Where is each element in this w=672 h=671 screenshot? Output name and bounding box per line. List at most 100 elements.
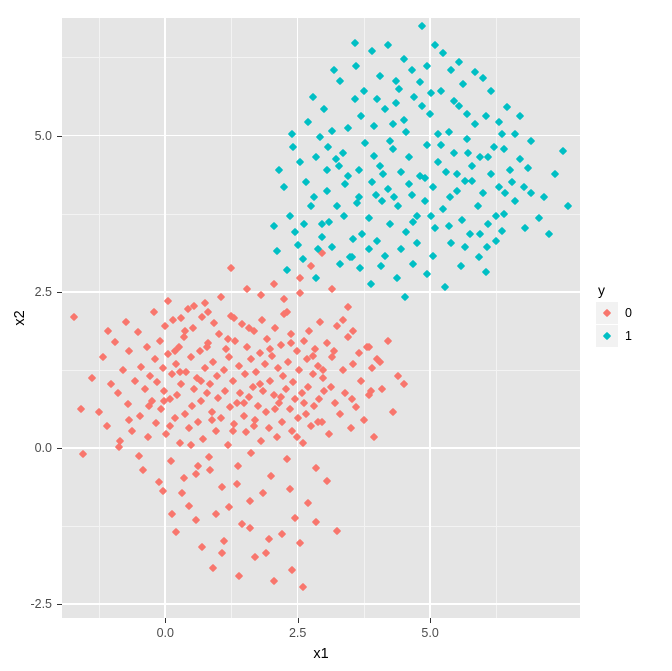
legend-item-0[interactable]: 0	[596, 302, 632, 324]
data-point-1	[361, 138, 370, 148]
data-point-0	[256, 436, 265, 445]
data-point-0	[179, 473, 189, 483]
data-point-0	[359, 415, 369, 425]
data-point-0	[102, 421, 112, 431]
data-point-1	[327, 242, 337, 251]
data-point-0	[188, 323, 198, 333]
data-point-1	[454, 57, 464, 66]
data-point-1	[539, 192, 549, 201]
data-point-0	[335, 409, 345, 418]
data-point-1	[550, 170, 559, 179]
data-point-0	[299, 398, 309, 408]
data-point-1	[351, 61, 361, 70]
data-point-0	[322, 476, 332, 485]
gridline-minor-vertical	[363, 18, 365, 618]
data-point-0	[133, 328, 142, 337]
data-point-0	[234, 461, 243, 470]
data-point-1	[407, 190, 416, 200]
data-point-1	[329, 65, 338, 75]
data-point-1	[486, 86, 496, 95]
data-point-0	[388, 407, 398, 416]
data-point-1	[372, 95, 382, 104]
data-point-0	[269, 576, 279, 585]
data-point-1	[470, 120, 480, 129]
data-point-0	[349, 326, 358, 335]
data-point-1	[298, 255, 308, 264]
data-point-1	[272, 246, 281, 256]
data-point-0	[261, 407, 271, 416]
data-point-0	[333, 321, 342, 331]
data-point-1	[492, 236, 501, 245]
gridline-minor-vertical	[99, 18, 100, 618]
data-point-1	[396, 245, 406, 254]
x-axis-tick-label: 0.0	[156, 626, 174, 640]
data-point-0	[235, 361, 244, 370]
data-point-1	[349, 234, 358, 243]
data-point-1	[483, 242, 492, 251]
data-point-1	[441, 167, 451, 176]
data-point-1	[407, 65, 416, 75]
data-point-0	[121, 317, 130, 326]
data-point-1	[301, 178, 310, 187]
data-point-1	[404, 153, 414, 162]
data-point-1	[478, 188, 488, 198]
data-point-1	[452, 186, 461, 195]
data-point-1	[417, 101, 427, 110]
plot-panel	[62, 18, 580, 618]
data-point-1	[502, 103, 512, 112]
data-point-1	[478, 73, 488, 83]
data-point-1	[375, 71, 385, 81]
data-point-0	[225, 403, 235, 412]
data-point-0	[370, 432, 379, 441]
data-point-0	[190, 301, 199, 310]
data-point-1	[431, 223, 440, 233]
data-point-1	[383, 40, 392, 50]
gridline-major-vertical	[296, 18, 299, 618]
data-point-0	[311, 463, 321, 473]
data-point-0	[202, 388, 211, 398]
data-point-0	[155, 336, 165, 345]
data-point-0	[394, 371, 403, 381]
data-point-0	[272, 432, 281, 441]
data-point-1	[359, 86, 369, 95]
data-point-1	[380, 251, 390, 260]
data-point-1	[500, 145, 509, 154]
data-point-1	[447, 65, 456, 75]
data-point-0	[154, 478, 164, 487]
data-point-0	[239, 411, 248, 420]
data-point-1	[274, 165, 284, 175]
data-point-1	[309, 192, 318, 201]
gridline-major-vertical	[429, 18, 431, 618]
data-point-1	[327, 126, 337, 135]
data-point-1	[458, 80, 468, 89]
data-point-1	[484, 153, 493, 162]
data-point-0	[208, 357, 218, 366]
data-point-1	[412, 238, 422, 248]
data-point-1	[341, 180, 350, 189]
data-point-1	[299, 220, 309, 229]
data-point-0	[207, 415, 217, 425]
data-point-1	[481, 267, 490, 276]
data-point-0	[186, 353, 195, 362]
data-point-0	[177, 488, 187, 498]
data-point-1	[388, 145, 398, 154]
y-axis-tick-label: -2.5	[30, 597, 52, 612]
data-point-0	[292, 432, 301, 441]
data-point-0	[211, 426, 220, 435]
data-point-0	[240, 370, 249, 379]
data-point-0	[346, 423, 355, 433]
data-point-1	[440, 282, 450, 291]
data-point-1	[379, 170, 388, 179]
data-point-0	[285, 484, 294, 493]
x-axis-title: x1	[313, 646, 329, 662]
data-point-0	[383, 336, 392, 345]
data-point-0	[167, 509, 176, 518]
data-point-0	[287, 330, 296, 339]
data-point-0	[159, 386, 169, 395]
data-point-1	[375, 161, 385, 170]
data-point-0	[167, 370, 176, 379]
data-point-1	[399, 115, 408, 125]
legend-item-1[interactable]: 1	[596, 325, 632, 347]
data-point-1	[340, 211, 349, 220]
